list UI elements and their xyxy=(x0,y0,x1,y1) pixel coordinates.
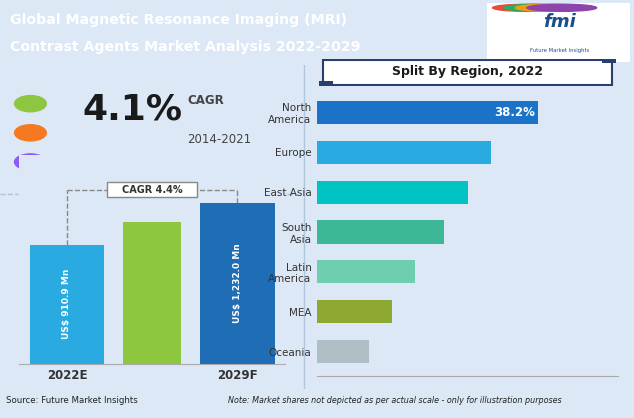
Text: CAGR 4.4%: CAGR 4.4% xyxy=(122,185,183,195)
Text: Future Market Insights: Future Market Insights xyxy=(529,48,589,53)
Text: US$ 1,232.0 Mn: US$ 1,232.0 Mn xyxy=(233,243,242,323)
Text: Note: Market shares not depicted as per actual scale - only for illustration pur: Note: Market shares not depicted as per … xyxy=(228,396,562,405)
Bar xyxy=(317,340,369,363)
Bar xyxy=(317,181,467,204)
Bar xyxy=(317,260,415,283)
Text: 2014-2021: 2014-2021 xyxy=(187,133,251,146)
Bar xyxy=(317,300,392,323)
Bar xyxy=(200,203,275,364)
Bar xyxy=(317,141,491,164)
Text: US$ 910.9 Mn: US$ 910.9 Mn xyxy=(63,269,72,339)
Text: 4.1%: 4.1% xyxy=(82,92,183,126)
Text: CAGR: CAGR xyxy=(187,94,224,107)
Text: Contrast Agents Market Analysis 2022-2029: Contrast Agents Market Analysis 2022-202… xyxy=(10,40,360,54)
Bar xyxy=(317,220,444,244)
Circle shape xyxy=(15,96,46,112)
Circle shape xyxy=(15,154,46,170)
Bar xyxy=(320,81,333,88)
Bar xyxy=(487,3,630,62)
Bar xyxy=(602,56,616,63)
Bar xyxy=(317,101,538,124)
Bar xyxy=(123,222,181,364)
Circle shape xyxy=(515,4,585,11)
Bar xyxy=(30,245,104,364)
Circle shape xyxy=(527,4,597,11)
Circle shape xyxy=(493,4,562,11)
Circle shape xyxy=(504,4,574,11)
Text: Source: Future Market Insights: Source: Future Market Insights xyxy=(6,396,138,405)
Circle shape xyxy=(15,125,46,141)
Text: fmi: fmi xyxy=(543,13,576,31)
Text: Split By Region, 2022: Split By Region, 2022 xyxy=(392,65,543,78)
Text: 38.2%: 38.2% xyxy=(495,106,535,119)
FancyBboxPatch shape xyxy=(107,182,197,197)
Text: Global Magnetic Resonance Imaging (MRI): Global Magnetic Resonance Imaging (MRI) xyxy=(10,13,347,27)
FancyBboxPatch shape xyxy=(323,60,612,84)
